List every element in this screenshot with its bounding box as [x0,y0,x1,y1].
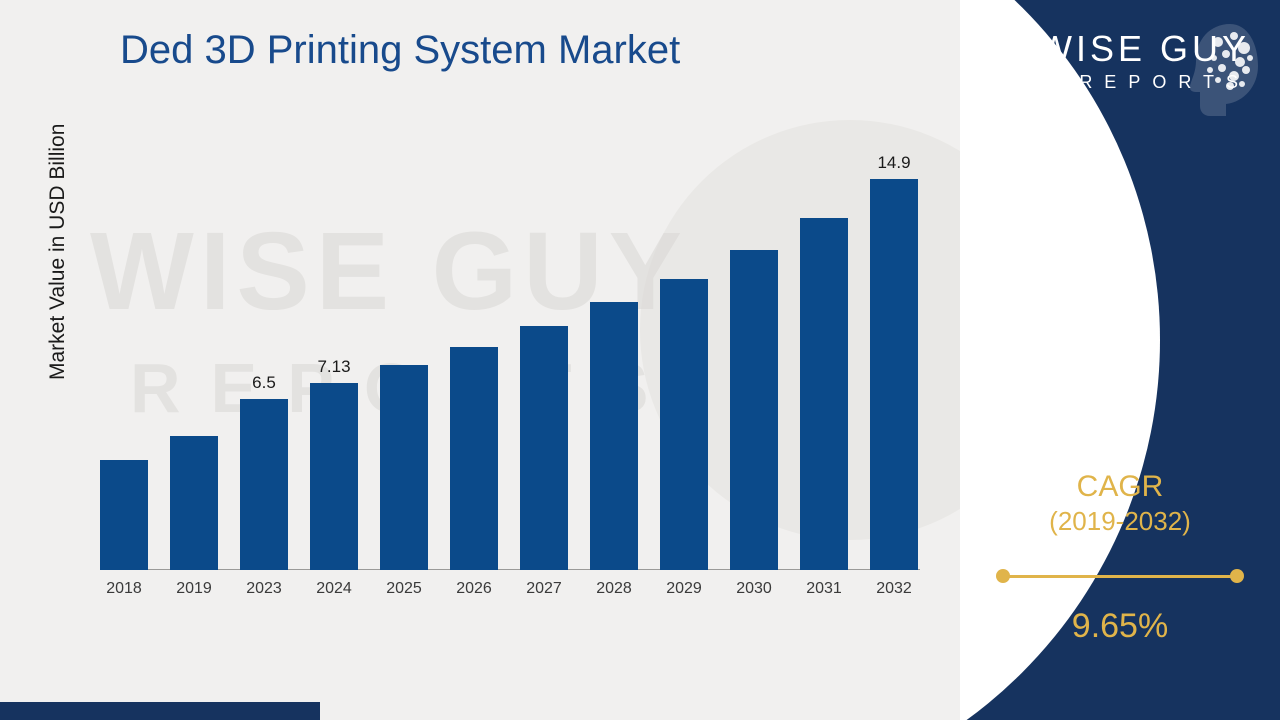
x-tick-label: 2027 [526,580,562,598]
brand-line1: WISE GUY [1038,28,1250,70]
bar-column: 2026 [450,150,498,570]
cagr-divider [1000,565,1240,589]
x-tick-label: 2031 [806,580,842,598]
cagr-value: 9.65% [1000,607,1240,646]
bar-column: 2028 [590,150,638,570]
x-tick-label: 2026 [456,580,492,598]
bar-column: 14.92032 [870,150,918,570]
x-tick-label: 2018 [106,580,142,598]
x-tick-label: 2024 [316,580,352,598]
stage: WISE GUY REPORTS Ded 3D Printing System … [0,0,1280,720]
x-tick-label: 2025 [386,580,422,598]
x-tick-label: 2023 [246,580,282,598]
bar-column: 2025 [380,150,428,570]
bar-column: 7.132024 [310,150,358,570]
bar [170,436,218,570]
footer-accent-bar [0,702,320,720]
bar-column: 2031 [800,150,848,570]
cagr-block: CAGR (2019-2032) 9.65% [1000,470,1240,646]
cagr-divider-dot-left [996,569,1010,583]
bar [310,383,358,570]
bar [730,250,778,570]
cagr-label: CAGR [1000,470,1240,504]
x-axis-line [100,569,920,570]
bar [660,279,708,570]
bar-column: 6.52023 [240,150,288,570]
bar [870,179,918,570]
cagr-divider-bar [1000,575,1240,578]
bar-value-label: 6.5 [252,373,276,393]
x-tick-label: 2029 [666,580,702,598]
chart-plot-area: 2018 2019 6.52023 7.132024 2025 2026 2027 2028 2… [100,150,920,570]
x-tick-label: 2019 [176,580,212,598]
x-tick-label: 2032 [876,580,912,598]
bar [380,365,428,570]
bar-column: 2018 [100,150,148,570]
bar [240,399,288,570]
brand-line2: REPORTS [1038,72,1250,93]
chart-title: Ded 3D Printing System Market [120,28,680,73]
brand-block: WISE GUY REPORTS [1038,28,1250,93]
bar-column: 2027 [520,150,568,570]
bar [520,326,568,570]
bar [100,460,148,570]
bar-value-label: 7.13 [317,357,350,377]
bar [800,218,848,570]
right-panel: WISE GUY REPORTS CAGR (2019-2032) 9.65% [960,0,1280,720]
x-tick-label: 2030 [736,580,772,598]
bar-chart: Market Value in USD Billion 201820196.52… [60,150,920,620]
bar [450,347,498,570]
bar-value-label: 14.9 [877,153,910,173]
cagr-years: (2019-2032) [1000,506,1240,537]
bar-column: 2029 [660,150,708,570]
bar-column: 2030 [730,150,778,570]
bar-column: 2019 [170,150,218,570]
bar [590,302,638,570]
y-axis-label: Market Value in USD Billion [46,124,70,380]
cagr-divider-dot-right [1230,569,1244,583]
x-tick-label: 2028 [596,580,632,598]
